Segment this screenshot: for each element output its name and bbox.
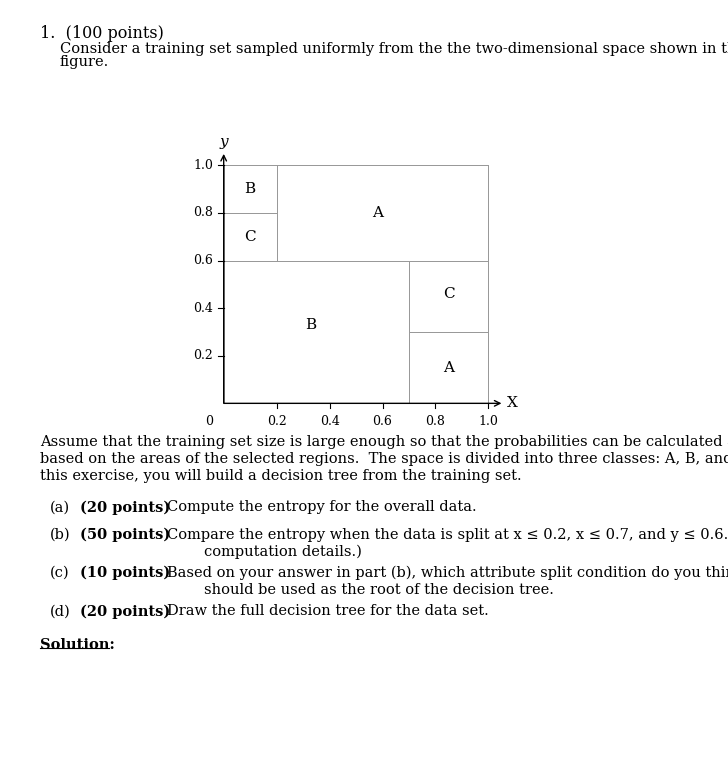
Text: Based on your answer in part (b), which attribute split condition do you think: Based on your answer in part (b), which … xyxy=(167,566,728,581)
Text: X: X xyxy=(507,397,518,410)
Text: (b): (b) xyxy=(50,527,70,541)
Text: (50 points): (50 points) xyxy=(80,527,170,542)
Text: 0.4: 0.4 xyxy=(193,302,213,315)
Bar xyxy=(409,332,488,403)
Text: 0.6: 0.6 xyxy=(193,254,213,267)
Text: C: C xyxy=(245,229,256,244)
Text: Draw the full decision tree for the data set.: Draw the full decision tree for the data… xyxy=(167,604,489,618)
Text: Assume that the training set size is large enough so that the probabilities can : Assume that the training set size is lar… xyxy=(40,435,728,449)
Text: Solution:: Solution: xyxy=(40,638,115,651)
Text: A: A xyxy=(443,360,454,375)
Text: 0.4: 0.4 xyxy=(320,415,339,428)
Text: 1.  (100 points): 1. (100 points) xyxy=(40,25,164,42)
Text: (a): (a) xyxy=(50,500,70,514)
Text: (20 points): (20 points) xyxy=(80,604,170,619)
Text: (d): (d) xyxy=(50,604,71,618)
Text: 0.2: 0.2 xyxy=(194,350,213,362)
Bar xyxy=(277,166,488,260)
Text: 1.0: 1.0 xyxy=(193,159,213,172)
Text: based on the areas of the selected regions.  The space is divided into three cla: based on the areas of the selected regio… xyxy=(40,452,728,466)
Bar xyxy=(223,213,277,260)
Text: should be used as the root of the decision tree.: should be used as the root of the decisi… xyxy=(167,583,554,597)
Text: this exercise, you will build a decision tree from the training set.: this exercise, you will build a decision… xyxy=(40,469,522,483)
Text: C: C xyxy=(443,287,454,301)
Text: figure.: figure. xyxy=(60,55,109,69)
Text: A: A xyxy=(372,206,383,220)
Text: Compute the entropy for the overall data.: Compute the entropy for the overall data… xyxy=(167,500,477,514)
Text: (10 points): (10 points) xyxy=(80,566,170,581)
Text: B: B xyxy=(306,318,317,332)
Text: 0.6: 0.6 xyxy=(373,415,392,428)
Text: y: y xyxy=(219,135,228,149)
Text: 0.8: 0.8 xyxy=(193,206,213,219)
Bar xyxy=(223,166,277,213)
Bar xyxy=(223,260,409,403)
Text: 1.0: 1.0 xyxy=(478,415,499,428)
Text: Consider a training set sampled uniformly from the the two-dimensional space sho: Consider a training set sampled uniforml… xyxy=(60,42,728,56)
Text: B: B xyxy=(245,182,256,196)
Text: 0.2: 0.2 xyxy=(266,415,287,428)
Text: computation details.): computation details.) xyxy=(167,544,363,559)
Bar xyxy=(409,260,488,332)
Text: (20 points): (20 points) xyxy=(80,500,170,515)
Text: Compare the entropy when the data is split at x ≤ 0.2, x ≤ 0.7, and y ≤ 0.6.  (S: Compare the entropy when the data is spl… xyxy=(167,527,728,542)
Text: 0.8: 0.8 xyxy=(426,415,446,428)
Text: 0: 0 xyxy=(205,415,213,428)
Text: (c): (c) xyxy=(50,566,69,580)
